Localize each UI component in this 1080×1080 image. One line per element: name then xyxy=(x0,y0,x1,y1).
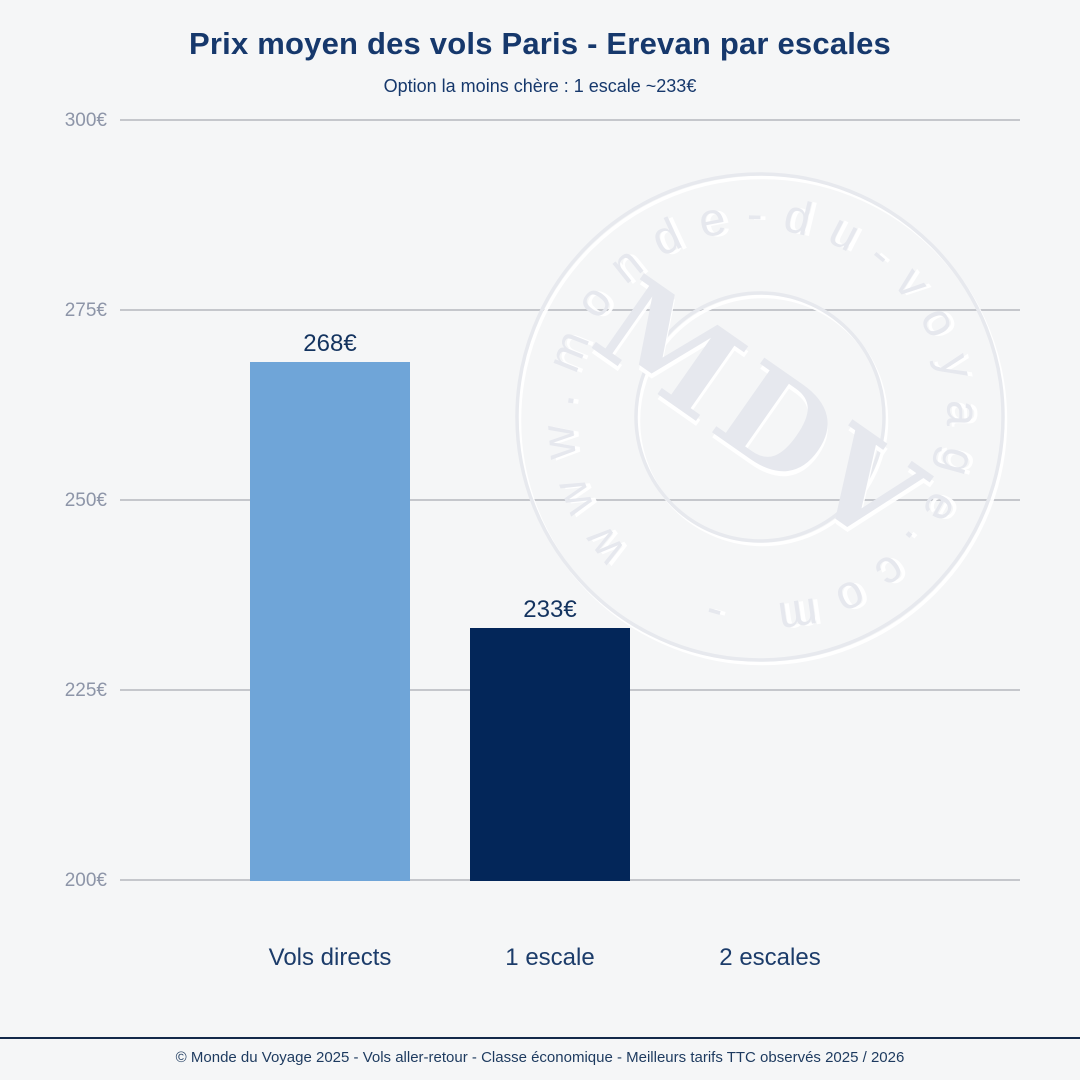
gridline-275 xyxy=(120,309,1020,311)
watermark-outer-ring xyxy=(515,172,1008,666)
y-axis-tick-225: 225€ xyxy=(64,680,107,701)
y-axis-tick-250: 250€ xyxy=(64,490,107,511)
gridline-300 xyxy=(120,119,1020,121)
y-axis-tick-275: 275€ xyxy=(64,300,107,321)
watermark-inner-ring xyxy=(634,291,889,547)
bar-value-label-1-escale: 233€ xyxy=(523,596,577,624)
y-axis-tick-300: 300€ xyxy=(64,110,107,131)
footer-copyright: © Monde du Voyage 2025 - Vols aller-reto… xyxy=(175,1049,905,1066)
x-axis-label-vols-directs: Vols directs xyxy=(268,944,392,971)
watermark-mdv-monogram: MDV MDV xyxy=(570,250,953,584)
bar-vols-directs xyxy=(250,362,410,881)
footer-divider-line xyxy=(0,1037,1080,1039)
chart-title: Prix moyen des vols Paris - Erevan par e… xyxy=(189,26,891,61)
x-axis-label-2-escales: 2 escales xyxy=(719,944,821,971)
svg-text:MDV: MDV xyxy=(570,255,953,584)
bar-1-escale xyxy=(470,628,630,881)
x-axis-label-1-escale: 1 escale xyxy=(505,944,595,971)
y-axis-tick-200: 200€ xyxy=(64,870,107,891)
chart-subtitle: Option la moins chère : 1 escale ~233€ xyxy=(383,76,697,96)
svg-text:MDV: MDV xyxy=(570,250,953,579)
bar-value-label-vols-directs: 268€ xyxy=(303,330,357,358)
